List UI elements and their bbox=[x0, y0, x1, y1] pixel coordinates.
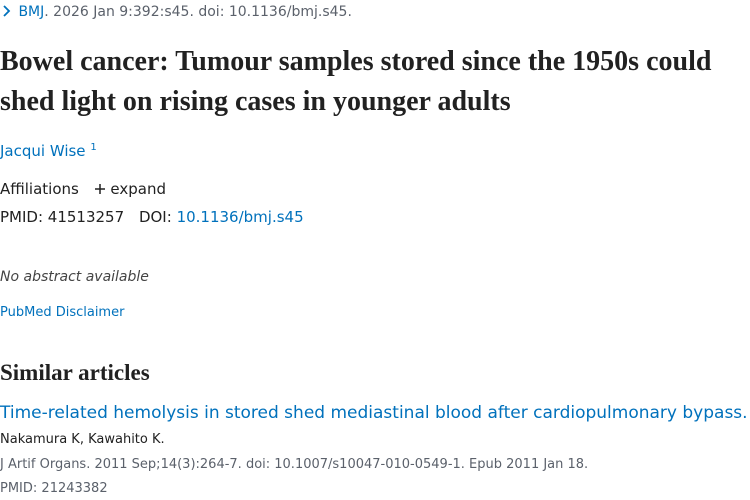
author-link[interactable]: Jacqui Wise bbox=[0, 142, 86, 160]
author-line: Jacqui Wise 1 bbox=[0, 142, 97, 160]
similar-pmid-label: PMID: bbox=[0, 481, 38, 496]
disclaimer-link[interactable]: PubMed Disclaimer bbox=[0, 305, 125, 320]
similar-pmid: PMID: 21243382 bbox=[0, 481, 108, 496]
similar-citation: J Artif Organs. 2011 Sep;14(3):264-7. do… bbox=[0, 457, 589, 472]
citation-details: . 2026 Jan 9:392:s45. doi: 10.1136/bmj.s… bbox=[44, 4, 352, 20]
similar-pmid-value: 21243382 bbox=[41, 481, 108, 496]
similar-title[interactable]: Time-related hemolysis in stored shed me… bbox=[0, 403, 748, 423]
chevron-icon bbox=[3, 5, 11, 17]
expand-toggle[interactable]: expand bbox=[94, 180, 166, 198]
journal-link[interactable]: BMJ bbox=[18, 4, 45, 20]
doi-label: DOI: bbox=[138, 208, 172, 226]
identifiers-line: PMID: 41513257 DOI: 10.1136/bmj.s45 bbox=[0, 208, 304, 226]
pmid-label: PMID: bbox=[0, 208, 44, 226]
pmid-value: 41513257 bbox=[47, 208, 125, 226]
article-title: Bowel cancer: Tumour samples stored sinc… bbox=[0, 46, 712, 117]
similar-heading: Similar articles bbox=[0, 360, 150, 385]
affiliations-line: Affiliations expand bbox=[0, 180, 166, 198]
similar-authors: Nakamura K, Kawahito K. bbox=[0, 432, 165, 447]
doi-link[interactable]: 10.1136/bmj.s45 bbox=[176, 208, 304, 226]
affiliation-number[interactable]: 1 bbox=[90, 142, 97, 153]
plus-icon bbox=[94, 184, 105, 194]
affiliations-label: Affiliations bbox=[0, 180, 79, 198]
no-abstract: No abstract available bbox=[0, 269, 149, 285]
citation-line: BMJ. 2026 Jan 9:392:s45. doi: 10.1136/bm… bbox=[0, 4, 352, 20]
expand-label: expand bbox=[110, 180, 166, 198]
